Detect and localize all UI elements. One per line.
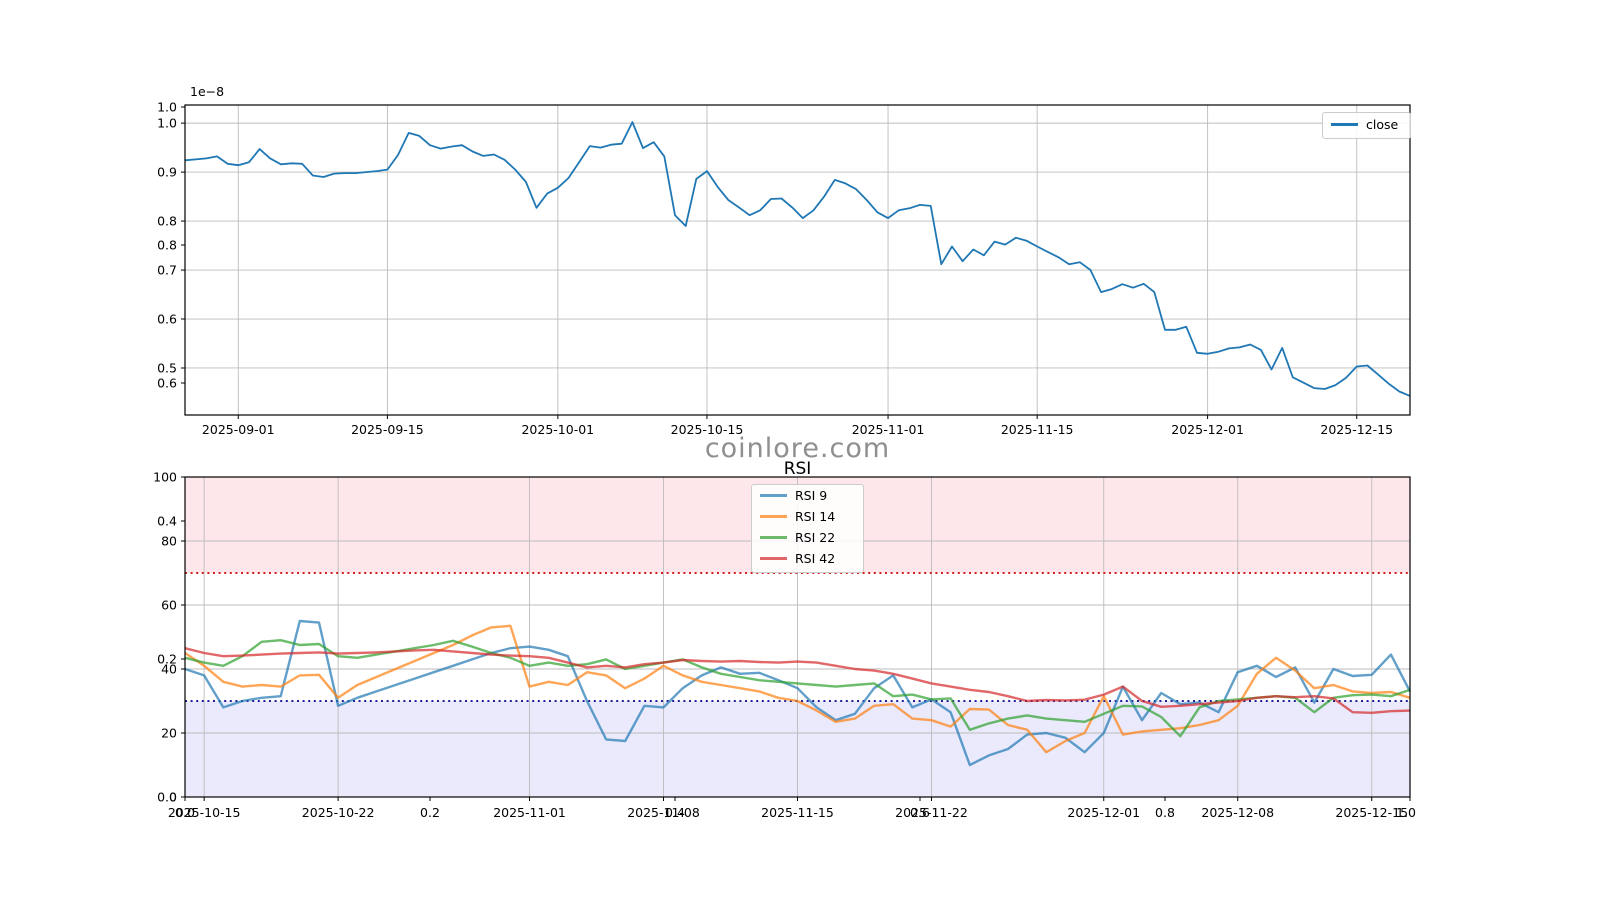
svg-text:0.8: 0.8 bbox=[1155, 805, 1175, 820]
svg-text:0.4: 0.4 bbox=[157, 514, 177, 529]
legend-row: RSI 9 bbox=[752, 485, 863, 506]
rsi-panel-title: RSI bbox=[783, 459, 812, 479]
svg-text:0.6: 0.6 bbox=[910, 805, 930, 820]
rsi-9-swatch bbox=[760, 494, 787, 497]
svg-text:80: 80 bbox=[161, 534, 177, 549]
svg-text:2025-11-08: 2025-11-08 bbox=[627, 805, 700, 820]
legend-label: RSI 22 bbox=[795, 530, 836, 545]
svg-text:2025-11-15: 2025-11-15 bbox=[761, 805, 834, 820]
rsi-22-swatch bbox=[760, 536, 787, 539]
legend-label: RSI 14 bbox=[795, 509, 836, 524]
svg-text:100: 100 bbox=[153, 470, 177, 485]
svg-text:2025-12-01: 2025-12-01 bbox=[1171, 422, 1244, 437]
svg-text:0.6: 0.6 bbox=[157, 376, 177, 391]
rsi-42-swatch bbox=[760, 557, 787, 560]
svg-text:60: 60 bbox=[161, 598, 177, 613]
close-line bbox=[184, 121, 1411, 397]
legend-row: RSI 42 bbox=[752, 548, 863, 569]
svg-text:0.2: 0.2 bbox=[420, 805, 440, 820]
rsi-axis-labels: 2025-10-15 2025-10-22 2025-11-01 2025-11-08… bbox=[153, 470, 1416, 821]
legend-label: RSI 42 bbox=[795, 551, 836, 566]
svg-text:2025-11-01: 2025-11-01 bbox=[852, 422, 925, 437]
svg-text:2025-10-15: 2025-10-15 bbox=[168, 805, 241, 820]
legend-label: close bbox=[1366, 117, 1399, 132]
price-plot-border bbox=[184, 104, 1411, 416]
svg-text:2025-10-01: 2025-10-01 bbox=[521, 422, 594, 437]
rsi-42-line bbox=[184, 647, 1411, 714]
svg-text:0.8: 0.8 bbox=[157, 238, 177, 253]
price-grid bbox=[185, 105, 1410, 415]
svg-text:0.8: 0.8 bbox=[157, 214, 177, 229]
svg-text:1.0: 1.0 bbox=[1396, 805, 1416, 820]
svg-text:0.4: 0.4 bbox=[665, 805, 685, 820]
svg-text:2025-12-15: 2025-12-15 bbox=[1320, 422, 1393, 437]
svg-text:0.9: 0.9 bbox=[157, 165, 177, 180]
price-chart: 2025-09-01 2025-09-15 2025-10-01 2025-10-15… bbox=[157, 84, 1411, 437]
svg-text:2025-12-08: 2025-12-08 bbox=[1201, 805, 1274, 820]
legend-row: RSI 14 bbox=[752, 506, 863, 527]
price-legend: close bbox=[1322, 112, 1411, 139]
price-axis-labels: 2025-09-01 2025-09-15 2025-10-01 2025-10-15… bbox=[157, 84, 1393, 437]
svg-text:0.5: 0.5 bbox=[157, 360, 177, 375]
svg-text:0.0: 0.0 bbox=[157, 790, 177, 805]
svg-text:0: 0 bbox=[169, 790, 177, 805]
svg-text:0.7: 0.7 bbox=[157, 263, 177, 278]
svg-text:2025-09-15: 2025-09-15 bbox=[351, 422, 424, 437]
svg-text:0.0: 0.0 bbox=[175, 805, 195, 820]
svg-text:40: 40 bbox=[161, 662, 177, 677]
svg-text:1.0: 1.0 bbox=[157, 116, 177, 131]
svg-text:20: 20 bbox=[161, 726, 177, 741]
close-line-swatch bbox=[1331, 123, 1358, 126]
legend-label: RSI 9 bbox=[795, 488, 828, 503]
svg-text:2025-11-22: 2025-11-22 bbox=[895, 805, 968, 820]
axis-offset-label: 1e−8 bbox=[190, 84, 224, 99]
svg-text:2025-11-01: 2025-11-01 bbox=[493, 805, 566, 820]
rsi-14-line bbox=[184, 624, 1411, 754]
svg-text:2025-09-01: 2025-09-01 bbox=[202, 422, 275, 437]
rsi-legend: RSI 9 RSI 14 RSI 22 RSI 42 bbox=[751, 484, 864, 573]
legend-row: RSI 22 bbox=[752, 527, 863, 548]
rsi-14-swatch bbox=[760, 515, 787, 518]
svg-text:2025-12-15: 2025-12-15 bbox=[1335, 805, 1408, 820]
svg-text:1.0: 1.0 bbox=[157, 100, 177, 115]
svg-text:2025-10-15: 2025-10-15 bbox=[671, 422, 744, 437]
svg-text:0.2: 0.2 bbox=[157, 652, 177, 667]
legend-row: close bbox=[1323, 113, 1410, 136]
svg-text:2025-11-15: 2025-11-15 bbox=[1001, 422, 1074, 437]
svg-text:0.6: 0.6 bbox=[157, 312, 177, 327]
svg-text:2025-12-01: 2025-12-01 bbox=[1067, 805, 1140, 820]
svg-text:2025-10-22: 2025-10-22 bbox=[302, 805, 375, 820]
